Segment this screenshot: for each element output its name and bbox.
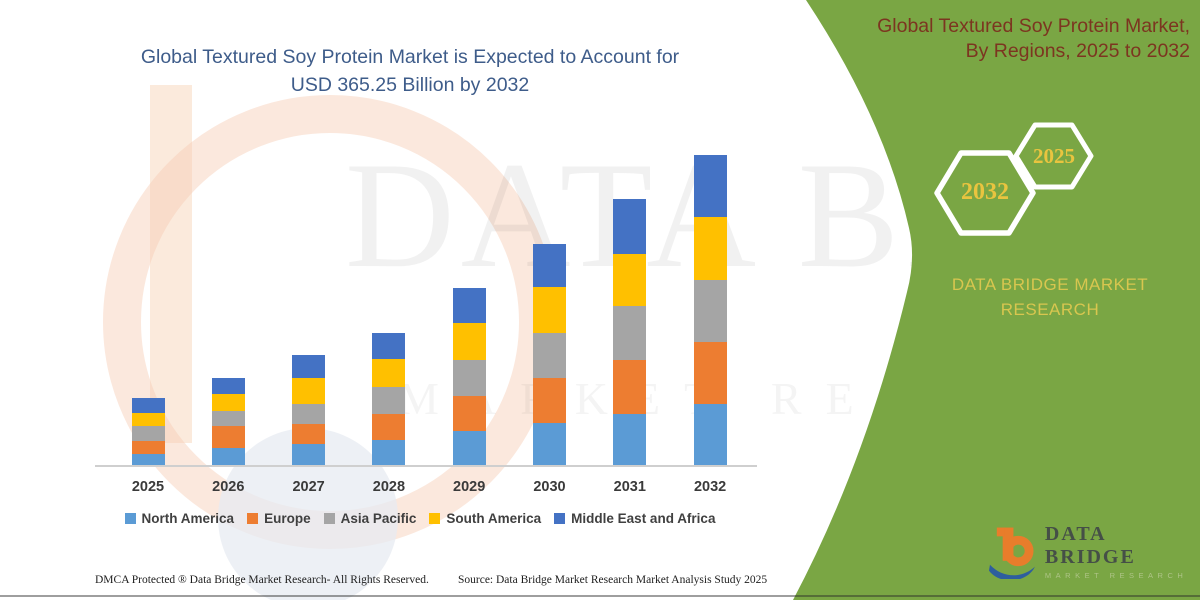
legend-label: Middle East and Africa — [571, 511, 716, 526]
x-axis-label-2032: 2032 — [693, 479, 727, 495]
legend-item-north-america: North America — [124, 511, 235, 526]
legend-item-europe: Europe — [247, 511, 311, 526]
bar-segment-2025-europe — [131, 441, 165, 454]
legend-swatch — [124, 513, 136, 524]
bar-segment-2026-south-america — [211, 394, 245, 411]
panel-brand-text: DATA BRIDGE MARKET RESEARCH — [925, 272, 1175, 322]
bar-segment-2028-north-america — [372, 440, 406, 466]
chart-title-line1: Global Textured Soy Protein Market is Ex… — [140, 46, 680, 68]
hexagon-graphic — [0, 0, 1200, 300]
legend-item-south-america: South America — [429, 511, 541, 526]
bar-segment-2027-south-america — [292, 377, 326, 404]
bar-segment-2029-middle-east-and-africa — [452, 287, 486, 323]
legend-swatch — [429, 513, 441, 524]
x-axis-label-2028: 2028 — [372, 479, 406, 495]
bar-segment-2029-north-america — [452, 431, 486, 466]
bar-segment-2032-south-america — [693, 216, 727, 281]
bar-segment-2032-north-america — [693, 404, 727, 466]
x-axis-label-2030: 2030 — [533, 479, 566, 495]
bar-segment-2029-asia-pacific — [452, 359, 486, 396]
chart-title: Global Textured Soy Protein Market is Ex… — [60, 43, 760, 99]
bar-segment-2028-south-america — [372, 359, 406, 387]
bar-segment-2031-asia-pacific — [613, 306, 647, 361]
bar-segment-2025-middle-east-and-africa — [131, 398, 165, 413]
logo-brand-text: DATA BRIDGE — [1044, 523, 1136, 568]
bar-segment-2032-middle-east-and-africa — [693, 155, 727, 217]
bar-segment-2026-north-america — [211, 447, 245, 466]
bar-segment-2027-north-america — [292, 444, 326, 466]
databridge-logo: DATA BRIDGE MARKET RESEARCH — [988, 523, 1200, 580]
legend-label: Europe — [264, 511, 311, 526]
legend-swatch — [323, 513, 335, 524]
bar-segment-2026-middle-east-and-africa — [211, 377, 245, 395]
panel-title-line1: Global Textured Soy Protein Market, — [877, 15, 1190, 37]
bar-segment-2030-asia-pacific — [533, 332, 566, 379]
bar-segment-2025-north-america — [131, 453, 165, 466]
bar-segment-2028-europe — [372, 414, 406, 441]
chart-title-line2: USD 365.25 Billion by 2032 — [290, 74, 530, 96]
bar-segment-2032-asia-pacific — [693, 280, 727, 342]
hexagon-2025 — [1013, 122, 1094, 190]
bar-segment-2030-north-america — [533, 422, 566, 466]
bar-segment-2031-middle-east-and-africa — [613, 199, 647, 254]
bar-segment-2030-middle-east-and-africa — [533, 244, 566, 287]
bar-segment-2032-europe — [693, 341, 727, 405]
bar-segment-2025-south-america — [131, 412, 165, 427]
legend-item-asia-pacific: Asia Pacific — [323, 511, 417, 526]
bar-segment-2025-asia-pacific — [131, 426, 165, 442]
bar-segment-2031-north-america — [613, 413, 647, 466]
bottom-divider-line — [0, 595, 1200, 597]
bar-segment-2029-south-america — [452, 322, 486, 360]
legend-swatch — [554, 513, 566, 524]
bar-segment-2027-asia-pacific — [292, 403, 326, 424]
bar-segment-2030-south-america — [533, 286, 566, 333]
x-axis-label-2027: 2027 — [292, 479, 325, 495]
legend-swatch — [247, 513, 259, 524]
bar-segment-2026-asia-pacific — [211, 410, 245, 426]
bar-segment-2026-europe — [211, 425, 245, 448]
databridge-b-icon — [988, 527, 1035, 579]
bar-segment-2031-europe — [613, 360, 647, 414]
footer-copyright: DMCA Protected ® Data Bridge Market Rese… — [95, 574, 429, 586]
bar-segment-2029-europe — [452, 396, 486, 431]
logo-sub-text: MARKET RESEARCH — [1044, 571, 1188, 580]
legend-label: South America — [446, 511, 542, 526]
bar-segment-2028-middle-east-and-africa — [372, 332, 406, 360]
panel-brand-line1: DATA BRIDGE MARKET — [951, 275, 1149, 294]
hexagon-label-2025: 2025 — [1033, 144, 1075, 168]
legend-label: North America — [141, 511, 235, 526]
panel-title: Global Textured Soy Protein Market, By R… — [770, 14, 1190, 64]
chart-legend: North America Europe Asia Pacific South Ame… — [70, 511, 770, 526]
bar-segment-2027-middle-east-and-africa — [292, 355, 326, 378]
x-axis-line — [95, 465, 757, 467]
bar-segment-2031-south-america — [613, 253, 647, 307]
panel-title-line2: By Regions, 2025 to 2032 — [965, 40, 1190, 62]
legend-label: Asia Pacific — [340, 511, 417, 526]
bar-segment-2028-asia-pacific — [372, 386, 406, 415]
hexagon-2032 — [934, 150, 1036, 236]
bar-segment-2030-europe — [533, 378, 566, 423]
bar-segment-2027-europe — [292, 423, 326, 445]
x-axis-label-2031: 2031 — [613, 479, 646, 495]
x-axis-label-2029: 2029 — [453, 479, 486, 495]
hexagon-label-2032: 2032 — [961, 179, 1009, 205]
legend-item-middle-east-and-africa: Middle East and Africa — [554, 511, 715, 526]
x-axis-label-2026: 2026 — [212, 479, 245, 495]
x-axis-label-2025: 2025 — [131, 479, 165, 495]
panel-brand-line2: RESEARCH — [1000, 300, 1100, 319]
footer-source: Source: Data Bridge Market Research Mark… — [458, 574, 768, 586]
